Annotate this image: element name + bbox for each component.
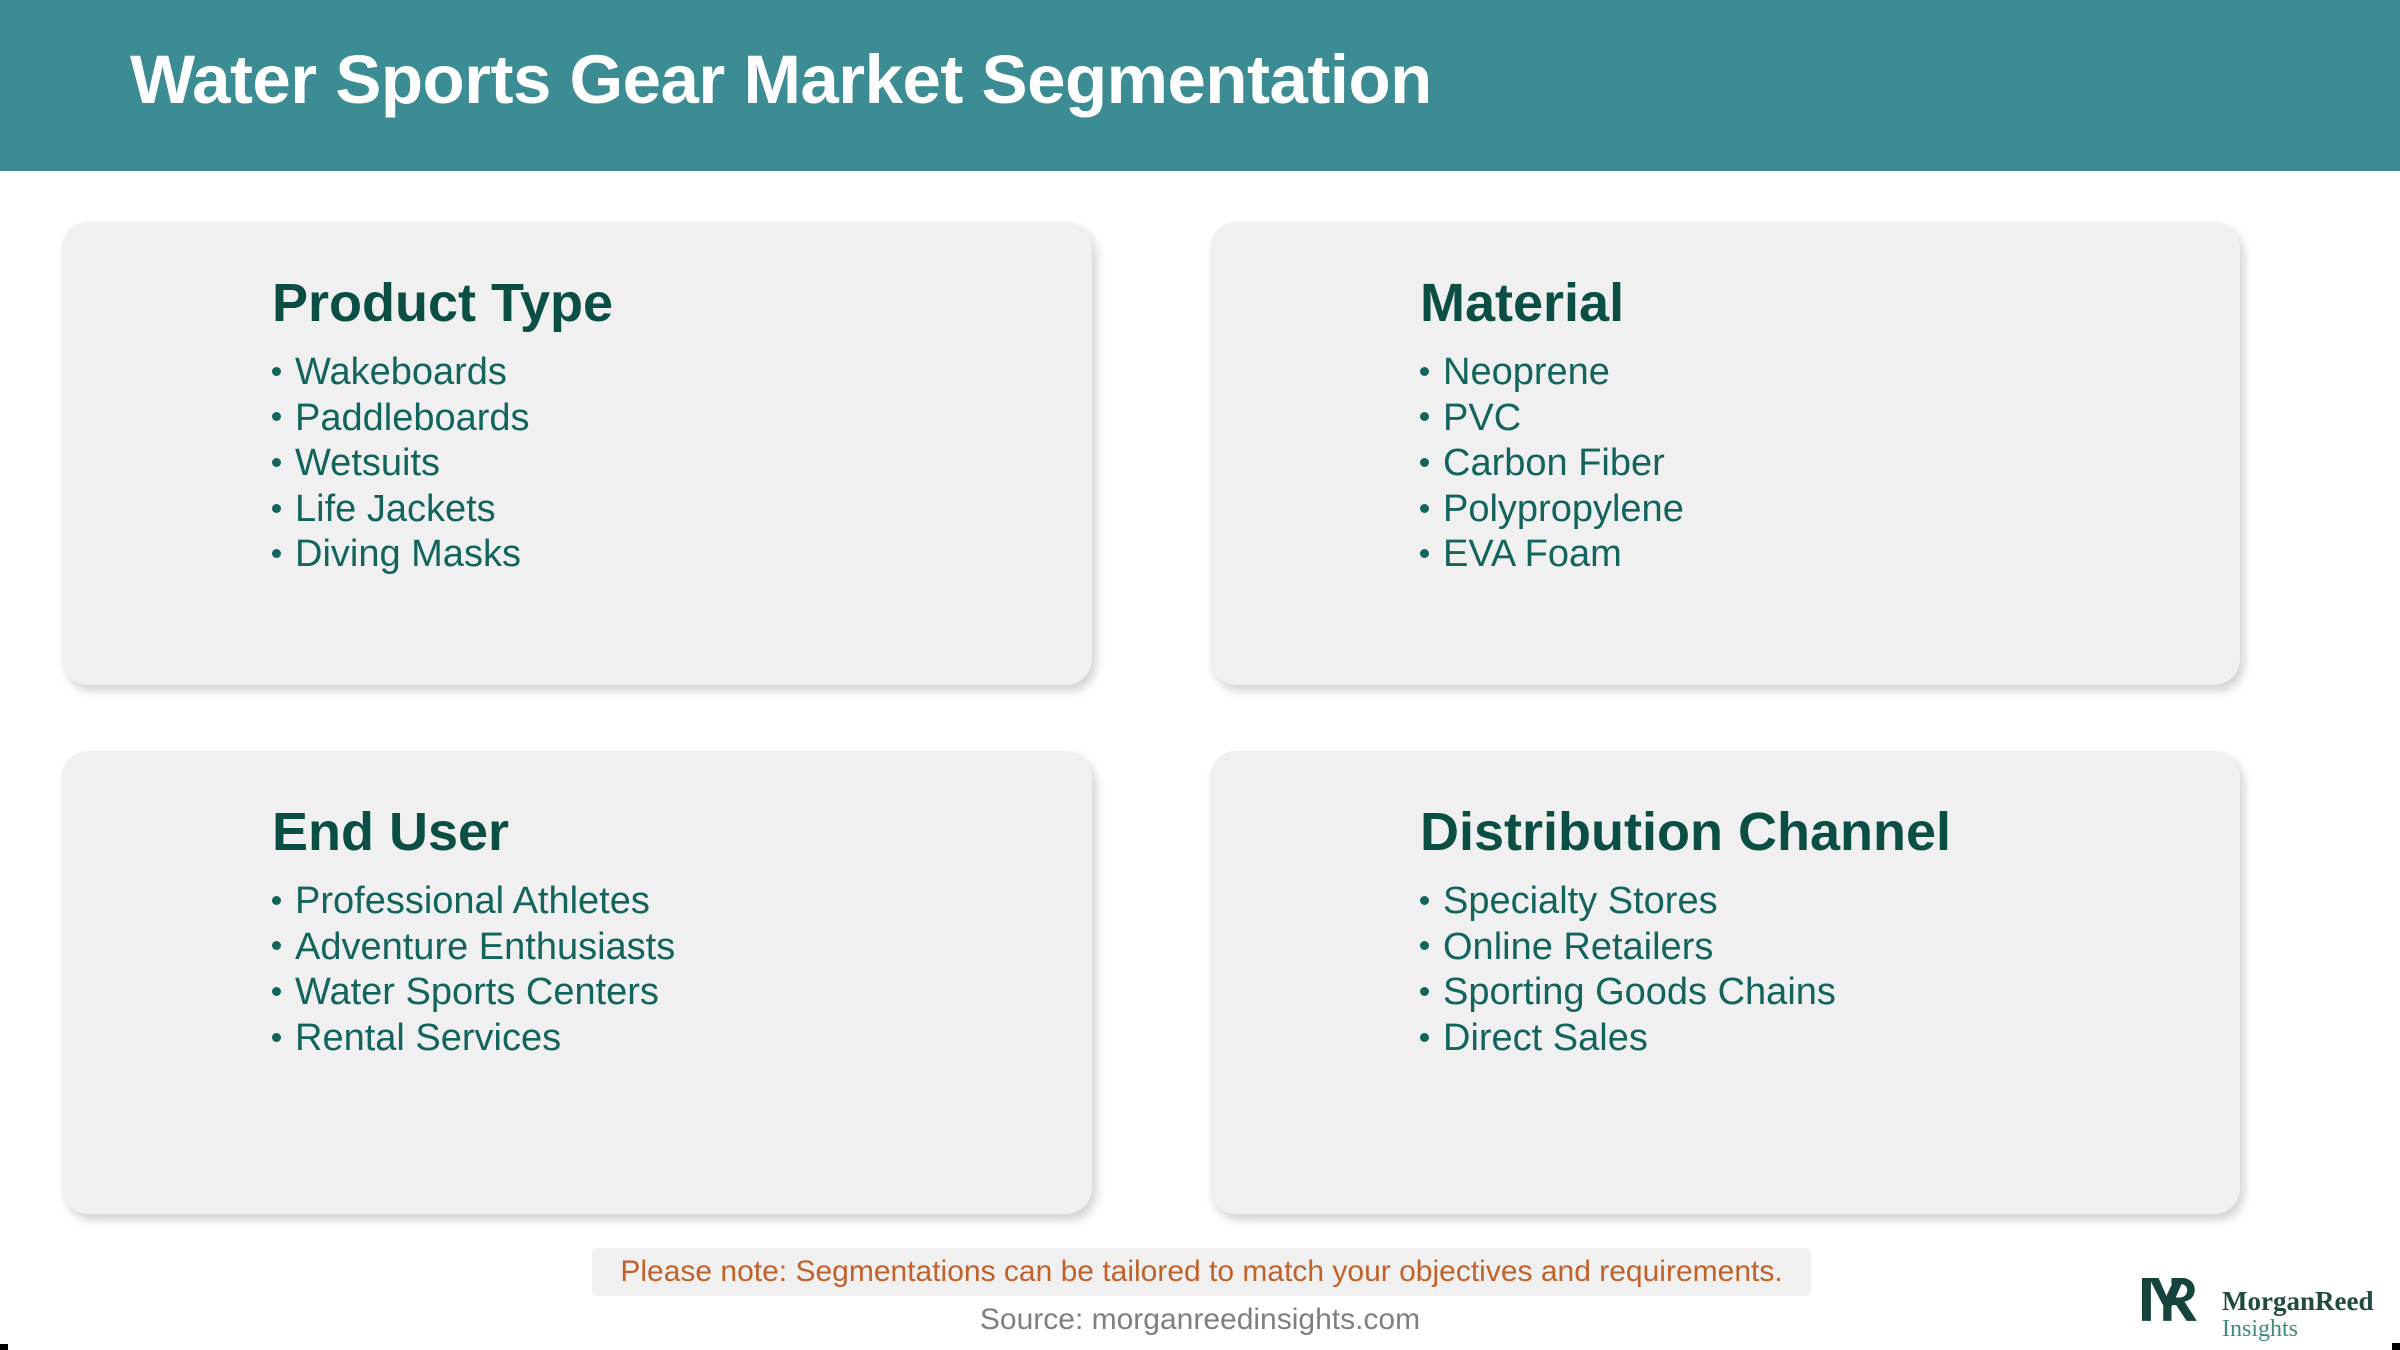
svg-text:Insights: Insights [2222, 1316, 2298, 1342]
svg-text:MorganReed: MorganReed [2222, 1286, 2373, 1316]
